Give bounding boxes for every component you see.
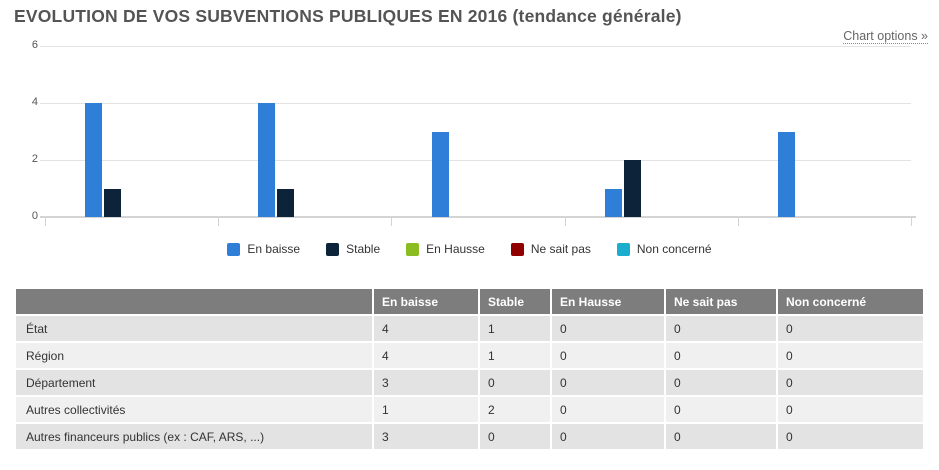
bar-stable-cat1[interactable] <box>277 188 295 217</box>
legend-swatch-icon <box>227 242 241 256</box>
legend-swatch-icon <box>510 242 524 256</box>
row-label: Région <box>16 343 372 368</box>
column-header-en-baisse: En baisse <box>374 289 478 314</box>
y-axis-label-0: 0 <box>31 210 38 222</box>
value-cell: 0 <box>778 397 923 422</box>
legend-label: Ne sait pas <box>530 242 591 256</box>
value-cell: 3 <box>374 424 478 449</box>
value-cell: 0 <box>778 316 923 341</box>
bar-chart: 0 2 4 6 <box>31 39 916 226</box>
value-cell: 0 <box>666 424 776 449</box>
value-cell: 1 <box>480 343 550 368</box>
value-cell: 0 <box>778 343 923 368</box>
column-header-stable: Stable <box>480 289 550 314</box>
legend-label: En Hausse <box>426 242 485 256</box>
x-axis-tick <box>911 218 912 226</box>
value-cell: 0 <box>480 370 550 395</box>
legend-swatch-icon <box>616 242 630 256</box>
value-cell: 2 <box>480 397 550 422</box>
chart-legend: En baisse Stable En Hausse Ne sait pas Non c… <box>0 242 939 256</box>
value-cell: 0 <box>666 343 776 368</box>
legend-item-stable[interactable]: Stable <box>326 242 380 256</box>
value-cell: 0 <box>552 370 664 395</box>
value-cell: 4 <box>374 343 478 368</box>
row-label: Autres collectivités <box>16 397 372 422</box>
results-table: En baisse Stable En Hausse Ne sait pas Non c… <box>14 287 925 451</box>
gridline-y6 <box>40 46 911 47</box>
table-row: Département 3 0 0 0 0 <box>16 370 923 395</box>
bar-stable-cat0[interactable] <box>104 188 122 217</box>
bar-en-baisse-cat3[interactable] <box>604 188 622 217</box>
x-axis-tick <box>218 218 220 226</box>
value-cell: 4 <box>374 316 478 341</box>
column-header-en-hausse: En Hausse <box>552 289 664 314</box>
column-header-ne-sait-pas: Ne sait pas <box>666 289 776 314</box>
x-axis-line <box>40 216 916 218</box>
legend-item-non-concern-[interactable]: Non concerné <box>616 242 712 256</box>
column-header-non-concern-: Non concerné <box>778 289 923 314</box>
value-cell: 0 <box>552 424 664 449</box>
legend-item-en-baisse[interactable]: En baisse <box>227 242 300 256</box>
legend-swatch-icon <box>406 242 420 256</box>
row-label: État <box>16 316 372 341</box>
bar-en-baisse-cat1[interactable] <box>258 103 276 217</box>
value-cell: 0 <box>778 370 923 395</box>
gridline-y2 <box>40 160 911 161</box>
table-row: État 4 1 0 0 0 <box>16 316 923 341</box>
bar-stable-cat3[interactable] <box>623 160 641 217</box>
value-cell: 0 <box>778 424 923 449</box>
y-axis-label-6: 6 <box>31 39 38 51</box>
column-header-empty <box>16 289 372 314</box>
x-axis-tick <box>737 218 739 226</box>
legend-label: Non concerné <box>636 242 712 256</box>
x-axis-tick <box>564 218 566 226</box>
legend-item-ne-sait-pas[interactable]: Ne sait pas <box>510 242 591 256</box>
table-row: Région 4 1 0 0 0 <box>16 343 923 368</box>
gridline-y4 <box>40 103 911 104</box>
bar-en-baisse-cat2[interactable] <box>431 131 449 217</box>
value-cell: 0 <box>666 397 776 422</box>
legend-item-en-hausse[interactable]: En Hausse <box>406 242 485 256</box>
value-cell: 1 <box>480 316 550 341</box>
x-axis-tick <box>45 218 46 226</box>
row-label: Autres financeurs publics (ex : CAF, ARS… <box>16 424 372 449</box>
table-header: En baisse Stable En Hausse Ne sait pas Non c… <box>16 289 923 314</box>
bar-en-baisse-cat0[interactable] <box>85 103 103 217</box>
value-cell: 0 <box>552 316 664 341</box>
table-row: Autres financeurs publics (ex : CAF, ARS… <box>16 424 923 449</box>
value-cell: 0 <box>552 397 664 422</box>
row-label: Département <box>16 370 372 395</box>
value-cell: 0 <box>666 370 776 395</box>
legend-label: Stable <box>346 242 381 256</box>
legend-swatch-icon <box>326 242 340 256</box>
table-row: Autres collectivités 1 2 0 0 0 <box>16 397 923 422</box>
chart-options-link[interactable]: Chart options » <box>843 29 928 44</box>
value-cell: 0 <box>552 343 664 368</box>
value-cell: 0 <box>666 316 776 341</box>
legend-label: En baisse <box>247 242 301 256</box>
y-axis-label-2: 2 <box>31 153 38 165</box>
y-axis-label-4: 4 <box>31 96 38 108</box>
bar-en-baisse-cat4[interactable] <box>777 131 795 217</box>
table-body: État 4 1 0 0 0 Région 4 1 0 0 0 Département 3 0 0 0 0 Autr… <box>16 316 923 449</box>
value-cell: 1 <box>374 397 478 422</box>
value-cell: 0 <box>480 424 550 449</box>
value-cell: 3 <box>374 370 478 395</box>
page-title: EVOLUTION DE VOS SUBVENTIONS PUBLIQUES E… <box>14 6 682 26</box>
x-axis-tick <box>391 218 393 226</box>
